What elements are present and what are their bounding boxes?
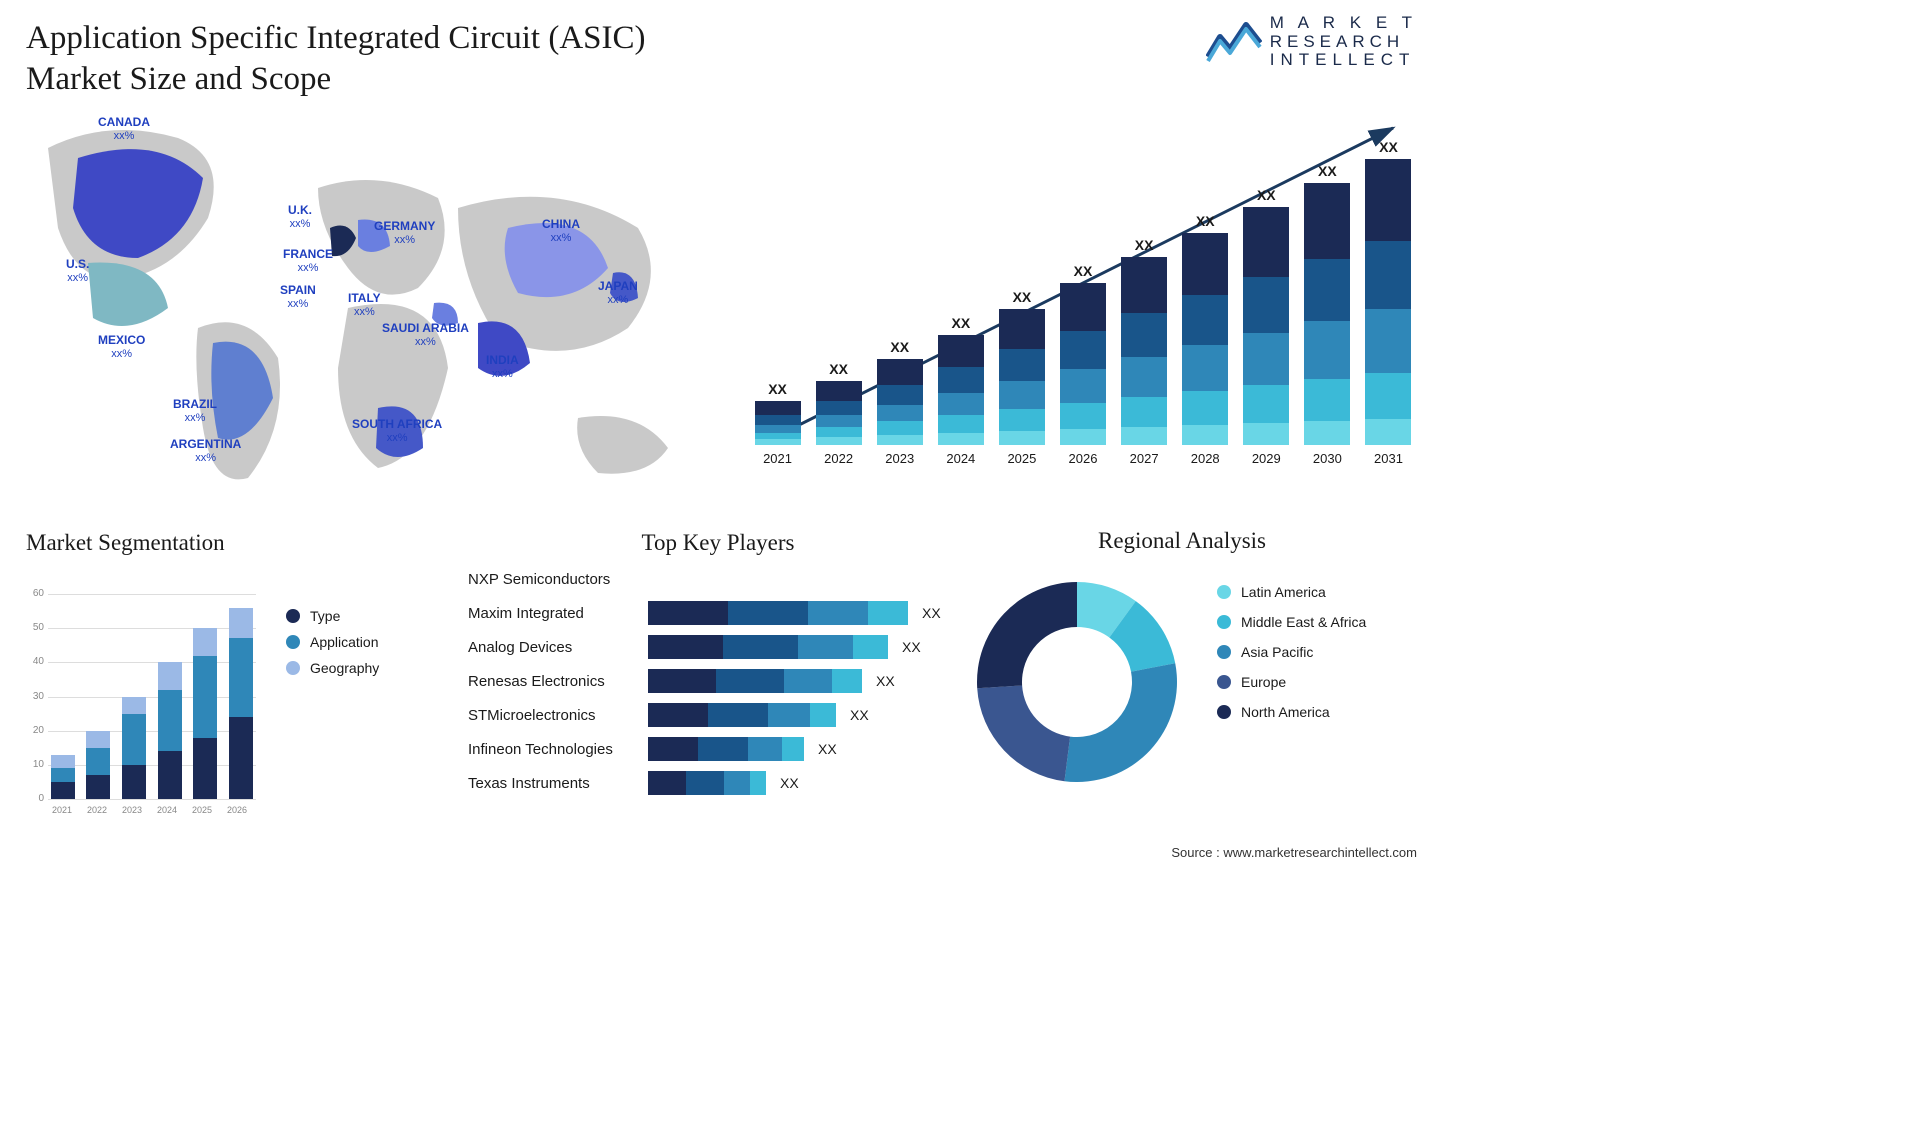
reg-legend-item: Middle East & Africa <box>1217 614 1366 630</box>
map-label-brazil: BRAZILxx% <box>173 398 217 424</box>
map-label-argentina: ARGENTINAxx% <box>170 438 241 464</box>
seg-bar-2025 <box>193 628 217 799</box>
seg-legend-application: Application <box>286 634 379 650</box>
map-label-u-k-: U.K.xx% <box>288 204 312 230</box>
growth-bar-2025: XX2025 <box>997 289 1046 466</box>
growth-bar-2030: XX2030 <box>1303 163 1352 466</box>
regional-donut <box>967 572 1187 792</box>
seg-bar-2023 <box>122 697 146 799</box>
player-row: Maxim IntegratedXX <box>468 596 968 630</box>
growth-bar-2029: XX2029 <box>1242 187 1291 466</box>
seg-legend-type: Type <box>286 608 379 624</box>
reg-legend-item: Asia Pacific <box>1217 644 1366 660</box>
logo-line1: M A R K E T <box>1270 14 1417 33</box>
regional-section: Regional Analysis Latin AmericaMiddle Ea… <box>967 528 1397 554</box>
seg-bar-2026 <box>229 608 253 799</box>
map-label-japan: JAPANxx% <box>598 280 638 306</box>
logo-icon <box>1206 21 1262 63</box>
growth-bar-2028: XX2028 <box>1181 213 1230 466</box>
top-players-title: Top Key Players <box>508 530 928 556</box>
player-row: Texas InstrumentsXX <box>468 766 968 800</box>
logo-line3: INTELLECT <box>1270 51 1417 70</box>
donut-slice-europe <box>977 685 1070 781</box>
growth-chart: XX2021XX2022XX2023XX2024XX2025XX2026 XX20… <box>753 108 1413 488</box>
logo-line2: RESEARCH <box>1270 33 1417 52</box>
growth-bar-2023: XX2023 <box>875 339 924 466</box>
map-label-france: FRANCExx% <box>283 248 333 274</box>
player-row: STMicroelectronicsXX <box>468 698 968 732</box>
growth-bar-2031: XX2031 <box>1364 139 1413 466</box>
donut-slice-north-america <box>977 582 1077 688</box>
top-players-section: Top Key Players NXP SemiconductorsMaxim … <box>468 530 968 800</box>
segmentation-section: Market Segmentation 0102030405060 202120… <box>26 530 426 556</box>
map-label-germany: GERMANYxx% <box>374 220 435 246</box>
seg-bar-2021 <box>51 755 75 799</box>
source-attribution: Source : www.marketresearchintellect.com <box>1171 845 1417 860</box>
player-row: NXP Semiconductors <box>468 562 968 596</box>
segmentation-legend: Type Application Geography <box>286 608 379 686</box>
map-label-india: INDIAxx% <box>486 354 519 380</box>
player-row: Renesas ElectronicsXX <box>468 664 968 698</box>
growth-bar-2026: XX2026 <box>1058 263 1107 466</box>
segmentation-chart: 0102030405060 202120222023202420252026 <box>26 570 256 815</box>
seg-bar-2024 <box>158 662 182 799</box>
growth-bar-2024: XX2024 <box>936 315 985 466</box>
seg-legend-geography: Geography <box>286 660 379 676</box>
map-label-saudi-arabia: SAUDI ARABIAxx% <box>382 322 469 348</box>
regional-legend: Latin America Middle East & Africa Asia Pa… <box>1217 584 1366 734</box>
reg-legend-item: Latin America <box>1217 584 1366 600</box>
world-map: CANADAxx% U.S.xx% MEXICOxx% BRAZILxx% ARGENT… <box>18 108 708 508</box>
page-title: Application Specific Integrated Circuit … <box>26 18 746 101</box>
map-label-u-s-: U.S.xx% <box>66 258 89 284</box>
growth-bar-2027: XX2027 <box>1120 237 1169 466</box>
seg-bar-2022 <box>86 731 110 799</box>
segmentation-title: Market Segmentation <box>26 530 426 556</box>
player-row: Analog DevicesXX <box>468 630 968 664</box>
regional-title: Regional Analysis <box>967 528 1397 554</box>
map-label-spain: SPAINxx% <box>280 284 316 310</box>
reg-legend-item: Europe <box>1217 674 1366 690</box>
player-row: Infineon TechnologiesXX <box>468 732 968 766</box>
growth-bar-2021: XX2021 <box>753 381 802 466</box>
map-label-south-africa: SOUTH AFRICAxx% <box>352 418 442 444</box>
map-label-mexico: MEXICOxx% <box>98 334 145 360</box>
donut-slice-asia-pacific <box>1064 663 1177 782</box>
growth-bar-2022: XX2022 <box>814 361 863 466</box>
map-label-china: CHINAxx% <box>542 218 580 244</box>
map-label-canada: CANADAxx% <box>98 116 150 142</box>
brand-logo: M A R K E T RESEARCH INTELLECT <box>1206 14 1417 70</box>
reg-legend-item: North America <box>1217 704 1366 720</box>
map-label-italy: ITALYxx% <box>348 292 381 318</box>
